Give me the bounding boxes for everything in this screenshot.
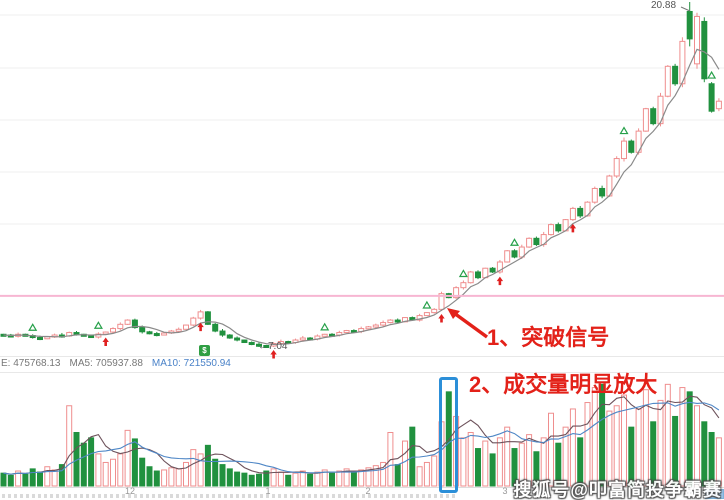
signal-triangle-icons (28, 70, 717, 331)
candlesticks[interactable] (0, 2, 722, 349)
price-ma-line (3, 48, 720, 346)
status-bar-text (2, 494, 457, 498)
volume-bars[interactable] (0, 383, 722, 487)
volume-ma10-label: MA10: 721550.94 (151, 358, 231, 369)
x-axis-tick-label: 4 (652, 486, 657, 496)
x-axis-tick-label: 2 (365, 486, 370, 496)
sohu-watermark: 搜狐号@叩富简投争霸赛 (513, 480, 722, 500)
volume-enlarge-annotation: 2、成交量明显放大 (469, 372, 658, 397)
buy-signal-arrows (102, 223, 577, 359)
x-axis-tick-label: 12 (125, 486, 135, 496)
low-price-label: ←7.04 (258, 341, 288, 352)
breakout-signal-annotation: 1、突破信号 (487, 325, 610, 350)
peak-price-label: 20.88 (651, 0, 677, 11)
volume-highlight-box (439, 377, 459, 493)
volume-ma10-line (3, 401, 720, 475)
gridlines (0, 14, 724, 488)
volume-ma5-label: MA5: 705937.88 (69, 358, 143, 369)
x-axis-labels: 12 1 2 3 4 (125, 486, 658, 496)
volume-value-label: E: 475768.13 (1, 358, 61, 369)
event-badge-icon[interactable]: $ (199, 345, 210, 356)
x-axis-tick-label: 3 (502, 486, 507, 496)
x-axis-tick-label: 1 (265, 486, 270, 496)
volume-indicator-bar: E: 475768.13 MA5: 705937.88 MA10: 721550.9… (1, 358, 240, 369)
volume-ma5-line (3, 395, 720, 475)
